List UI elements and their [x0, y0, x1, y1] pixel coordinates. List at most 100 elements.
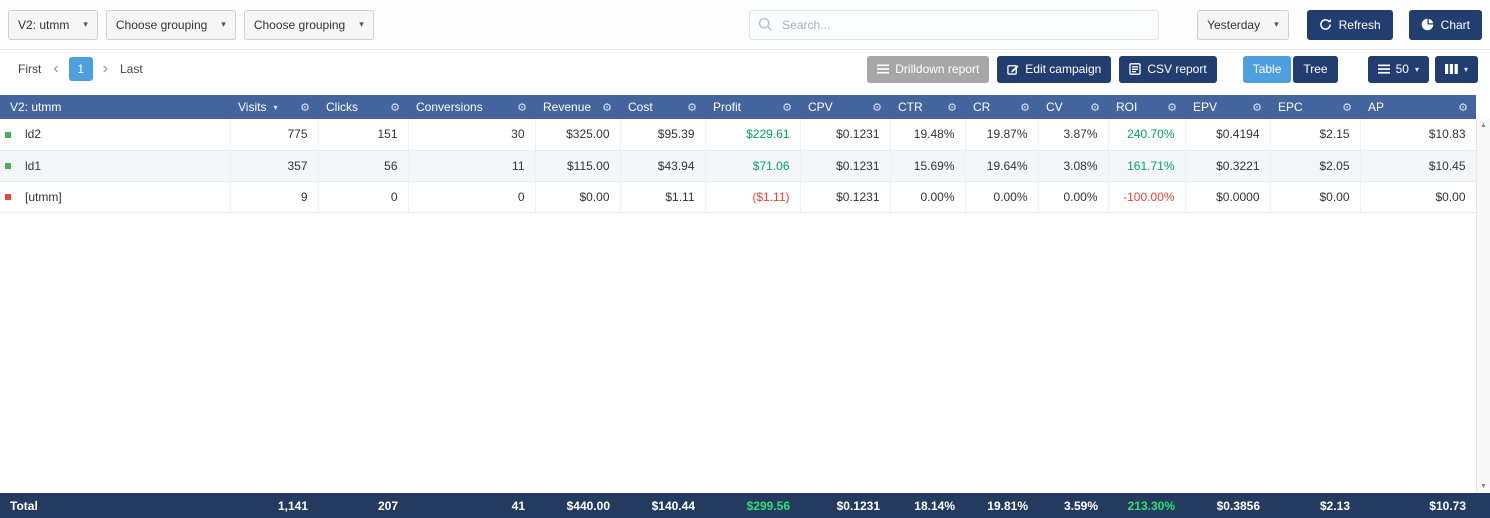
- vertical-scrollbar[interactable]: ▲ ▼: [1476, 119, 1490, 493]
- grouping-select-1[interactable]: Choose grouping ▾: [105, 9, 236, 40]
- status-indicator: [5, 132, 11, 139]
- column-label: ROI: [1116, 100, 1138, 114]
- column-header-epv[interactable]: EPV ⚙: [1185, 95, 1270, 119]
- column-settings-icon[interactable]: ⚙: [782, 101, 792, 114]
- table-row[interactable]: [utmm] 9 0 0 $0.00 $1.11 ($1.11) $0.1231 0.00% 0.…: [0, 181, 1477, 213]
- grouping-select-2[interactable]: Choose grouping ▾: [243, 9, 374, 40]
- column-settings-icon[interactable]: ⚙: [1090, 101, 1100, 114]
- refresh-button[interactable]: Refresh: [1306, 9, 1393, 40]
- csv-report-button[interactable]: CSV report: [1119, 55, 1217, 83]
- scroll-up-icon[interactable]: ▲: [1480, 122, 1487, 129]
- cell-epv: $0.0000: [1185, 181, 1271, 213]
- column-settings-icon[interactable]: ⚙: [1458, 101, 1468, 114]
- column-label: Profit: [713, 100, 742, 114]
- cell-cr: 19.87%: [965, 119, 1039, 151]
- column-label: CR: [973, 100, 991, 114]
- table-header-row: V2: utmm Visits ▾ ⚙ Clicks ⚙ Conversions ⚙ Reve…: [0, 95, 1476, 119]
- column-label: Conversions: [416, 100, 483, 114]
- date-range-value: Yesterday: [1207, 17, 1261, 32]
- grouping-select-2-value: Choose grouping: [253, 17, 346, 32]
- column-settings-icon[interactable]: ⚙: [687, 101, 697, 114]
- column-header-roi[interactable]: ROI ⚙: [1108, 95, 1185, 119]
- column-settings-icon[interactable]: ⚙: [1252, 101, 1262, 114]
- table-view-toggle[interactable]: Table: [1242, 55, 1292, 83]
- column-settings-icon[interactable]: ⚙: [1342, 101, 1352, 114]
- table-row[interactable]: ld2 775 151 30 $325.00 $95.39 $229.61 $0.1231 19…: [0, 119, 1477, 151]
- drilldown-report-button[interactable]: Drilldown report: [867, 55, 990, 83]
- cell-cpv: $0.1231: [800, 150, 891, 182]
- column-header-ap[interactable]: AP ⚙: [1360, 95, 1476, 119]
- total-cell-visits: 1,141: [277, 498, 308, 513]
- column-header-conversions[interactable]: Conversions ⚙: [408, 95, 535, 119]
- tree-view-toggle[interactable]: Tree: [1293, 55, 1338, 83]
- cell-ap: $0.00: [1360, 181, 1477, 213]
- cell-cv: 3.87%: [1038, 119, 1109, 151]
- cell-clicks: 151: [318, 119, 409, 151]
- column-settings-icon[interactable]: ⚙: [300, 101, 310, 114]
- total-cell-clicks: 207: [377, 498, 398, 513]
- rows-per-page-value: 50: [1395, 62, 1409, 76]
- column-header-cv[interactable]: CV ⚙: [1038, 95, 1108, 119]
- cell-conversions: 0: [408, 181, 536, 213]
- cell-cr: 0.00%: [965, 181, 1039, 213]
- cell-profit: $71.06: [705, 150, 801, 182]
- pagination-current-page[interactable]: 1: [68, 57, 93, 81]
- column-header-epc[interactable]: EPC ⚙: [1270, 95, 1360, 119]
- column-settings-icon[interactable]: ⚙: [1167, 101, 1177, 114]
- cell-roi: 240.70%: [1108, 119, 1186, 151]
- total-cell-cost: $140.44: [651, 498, 695, 513]
- column-header-ctr[interactable]: CTR ⚙: [890, 95, 965, 119]
- search-input[interactable]: [749, 9, 1160, 40]
- column-header-cr[interactable]: CR ⚙: [965, 95, 1038, 119]
- pagination-first[interactable]: First: [18, 62, 42, 76]
- cell-clicks: 0: [318, 181, 409, 213]
- campaign-select[interactable]: V2: utmm ▾: [8, 9, 98, 40]
- rows-per-page-button[interactable]: 50 ▾: [1367, 55, 1429, 83]
- column-settings-icon[interactable]: ⚙: [872, 101, 882, 114]
- column-header-clicks[interactable]: Clicks ⚙: [318, 95, 408, 119]
- row-name-cell: ld2: [0, 119, 231, 151]
- column-label: Revenue: [543, 100, 592, 114]
- column-label: Clicks: [326, 100, 358, 114]
- column-header-name[interactable]: V2: utmm: [0, 95, 230, 119]
- total-cell-cv: 3.59%: [1063, 498, 1098, 513]
- column-label: EPC: [1278, 100, 1303, 114]
- column-settings-icon[interactable]: ⚙: [390, 101, 400, 114]
- column-header-visits[interactable]: Visits ▾ ⚙: [230, 95, 318, 119]
- campaign-select-value: V2: utmm: [18, 17, 70, 32]
- pagination-last[interactable]: Last: [119, 62, 143, 76]
- row-name-cell: [utmm]: [0, 181, 231, 213]
- column-header-cpv[interactable]: CPV ⚙: [800, 95, 890, 119]
- column-header-profit[interactable]: Profit ⚙: [705, 95, 800, 119]
- column-header-revenue[interactable]: Revenue ⚙: [535, 95, 620, 119]
- table-row[interactable]: ld1 357 56 11 $115.00 $43.94 $71.06 $0.1231 15.6…: [0, 150, 1477, 182]
- cell-conversions: 11: [408, 150, 536, 182]
- chevron-right-icon[interactable]: ›: [102, 60, 108, 77]
- scroll-down-icon[interactable]: ▼: [1480, 483, 1487, 490]
- column-label: Visits: [238, 100, 267, 114]
- cell-revenue: $115.00: [535, 150, 621, 182]
- cell-visits: 9: [230, 181, 319, 213]
- cell-clicks: 56: [318, 150, 409, 182]
- chevron-left-icon[interactable]: ‹: [53, 60, 59, 77]
- edit-campaign-button[interactable]: Edit campaign: [997, 55, 1112, 83]
- column-settings-icon[interactable]: ⚙: [1020, 101, 1030, 114]
- chart-button[interactable]: Chart: [1408, 9, 1482, 40]
- column-settings-icon[interactable]: ⚙: [517, 101, 527, 114]
- search: [749, 9, 1160, 40]
- column-header-cost[interactable]: Cost ⚙: [620, 95, 705, 119]
- cell-revenue: $325.00: [535, 119, 621, 151]
- refresh-icon: [1319, 18, 1331, 30]
- column-label: V2: utmm: [10, 100, 62, 114]
- action-buttons: Drilldown report Edit campaign CSV repor…: [867, 55, 1478, 83]
- row-name: [utmm]: [25, 189, 62, 204]
- cell-visits: 357: [230, 150, 319, 182]
- cell-visits: 775: [230, 119, 319, 151]
- total-label: Total: [10, 498, 38, 513]
- csv-report-label: CSV report: [1147, 62, 1207, 76]
- column-settings-icon[interactable]: ⚙: [602, 101, 612, 114]
- report-table-grid: V2: utmm Visits ▾ ⚙ Clicks ⚙ Conversions ⚙ Reve…: [0, 95, 1477, 213]
- column-settings-icon[interactable]: ⚙: [947, 101, 957, 114]
- columns-button[interactable]: ▾: [1434, 55, 1478, 83]
- date-range-select[interactable]: Yesterday ▾: [1197, 9, 1289, 40]
